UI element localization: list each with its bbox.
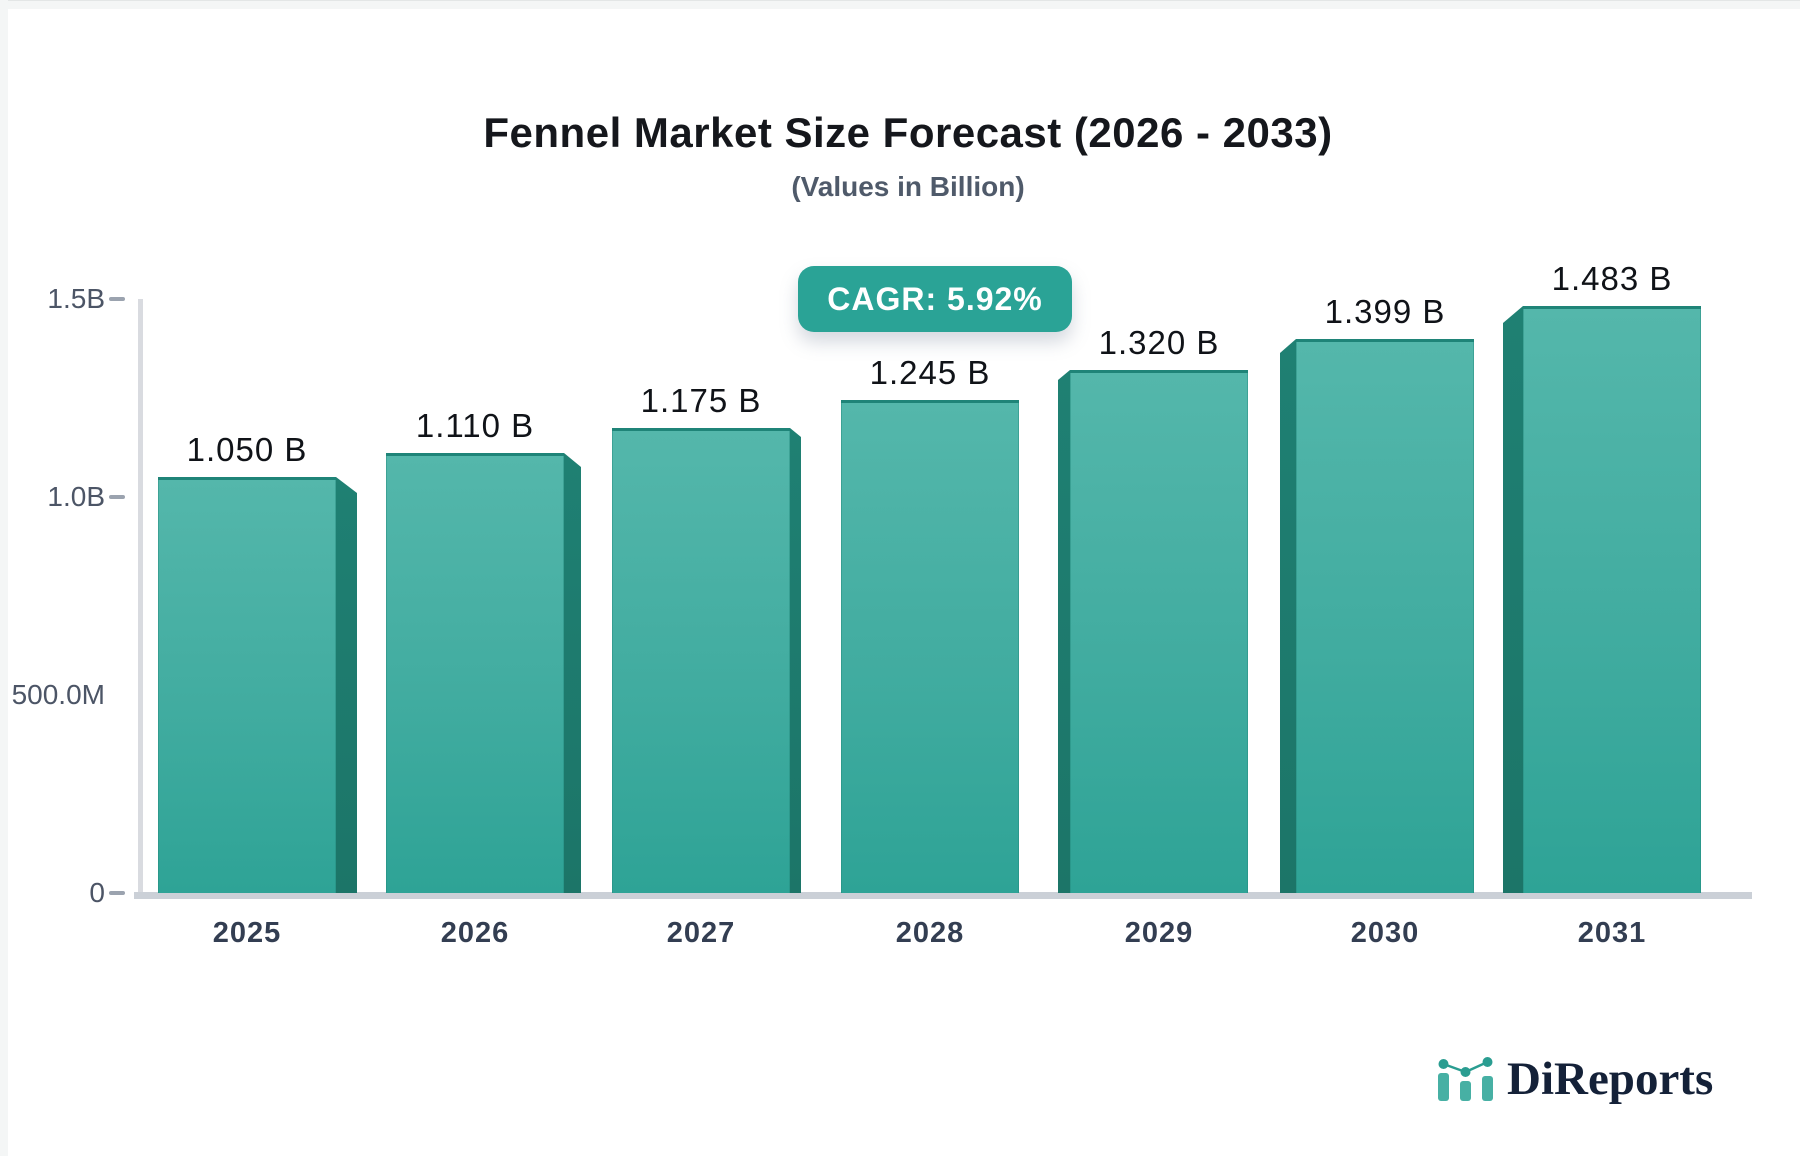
bar-3d-side <box>1058 370 1070 893</box>
x-axis-label-2031: 2031 <box>1577 917 1647 949</box>
chart-title: Fennel Market Size Forecast (2026 - 2033… <box>483 109 1333 156</box>
bar-value-label: 1.245 B <box>869 354 991 391</box>
bar-2026[interactable] <box>386 453 564 893</box>
brand-name: DiReports <box>1507 1053 1714 1105</box>
y-axis-tick-label: 1.0B <box>47 481 105 512</box>
bar-3d-side <box>336 477 357 893</box>
cagr-badge-label: CAGR: 5.92% <box>827 280 1043 317</box>
y-axis-tick-dash <box>109 891 125 895</box>
y-axis-line <box>138 299 143 895</box>
x-axis-label-2028: 2028 <box>895 917 965 949</box>
bar-3d-side <box>1280 339 1296 893</box>
y-axis-tick-label: 0 <box>89 877 105 908</box>
chart-card: Fennel Market Size Forecast (2026 - 2033… <box>8 9 1800 1156</box>
bar-3d-side <box>564 453 581 893</box>
page-edge-top <box>0 0 1800 9</box>
bar-2025[interactable] <box>158 477 336 893</box>
x-axis-label-2029: 2029 <box>1124 917 1194 949</box>
y-axis-tick-dash <box>109 297 125 301</box>
bar-2029[interactable] <box>1070 370 1248 893</box>
y-axis-tick-label: 500.0M <box>11 679 105 710</box>
bar-value-label: 1.175 B <box>640 382 762 419</box>
chart-subtitle: (Values in Billion) <box>791 171 1025 202</box>
bar-2030[interactable] <box>1296 339 1474 893</box>
y-axis-tick-dash <box>109 495 125 499</box>
bar-2027[interactable] <box>612 428 790 893</box>
bar-value-label: 1.050 B <box>186 431 308 468</box>
bar-2031[interactable] <box>1523 306 1701 893</box>
x-axis-label-2026: 2026 <box>440 917 510 949</box>
bar-value-label: 1.110 B <box>415 407 535 444</box>
x-axis-label-2030: 2030 <box>1350 917 1420 949</box>
cagr-badge: CAGR: 5.92% <box>798 266 1072 332</box>
bar-3d-side <box>1503 306 1523 893</box>
x-axis-label-2025: 2025 <box>212 917 282 949</box>
bar-value-label: 1.399 B <box>1324 293 1446 330</box>
bar-chart-logo-icon <box>1436 1055 1498 1103</box>
page-edge-left <box>0 0 8 1156</box>
x-axis-line <box>134 892 1752 899</box>
brand-logo[interactable]: DiReports <box>1436 1047 1713 1111</box>
y-axis-tick-label: 1.5B <box>47 283 105 314</box>
bar-value-label: 1.320 B <box>1098 324 1220 361</box>
bar-2028[interactable] <box>841 400 1019 893</box>
bar-3d-side <box>790 428 801 893</box>
x-axis-label-2027: 2027 <box>666 917 736 949</box>
bar-value-label: 1.483 B <box>1551 260 1673 297</box>
